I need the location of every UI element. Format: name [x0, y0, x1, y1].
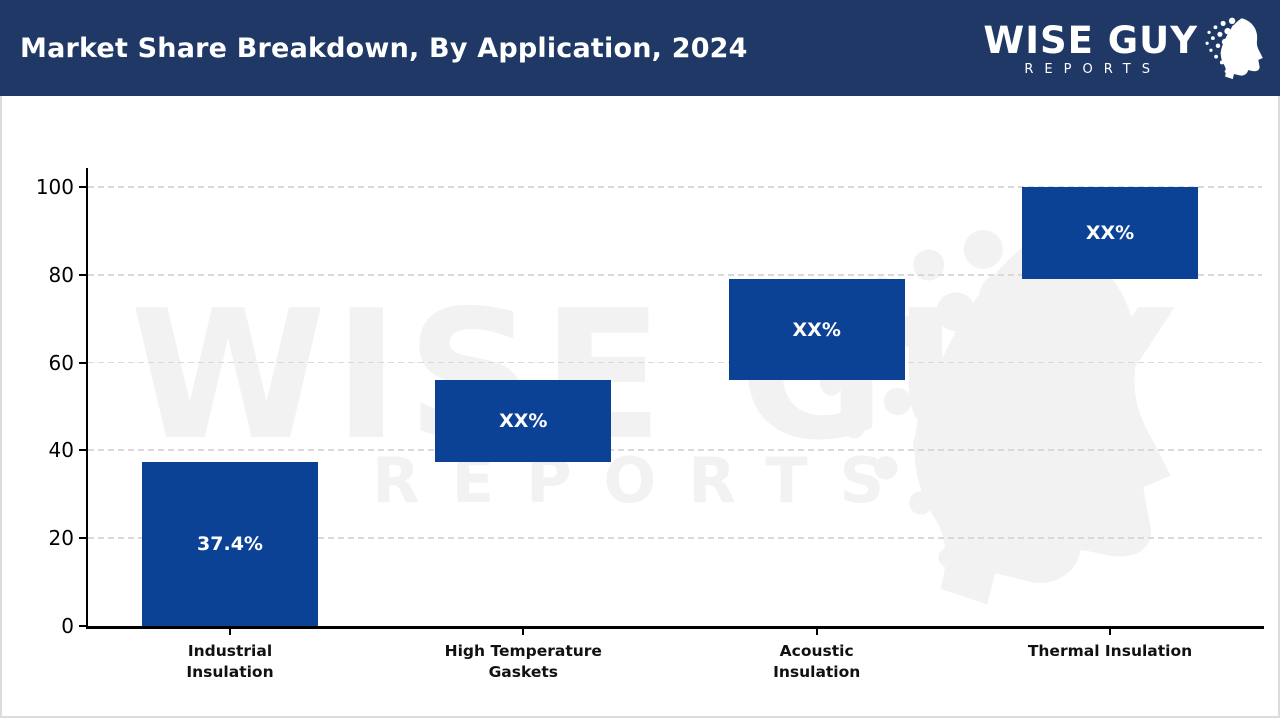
gridline — [88, 361, 1262, 364]
x-axis-tick — [522, 628, 525, 635]
x-category-line: Insulation — [773, 663, 861, 681]
brand-subtitle: REPORTS — [1024, 62, 1161, 77]
x-axis-tick — [815, 628, 818, 635]
gridline — [88, 537, 1262, 539]
y-axis-tick — [79, 449, 88, 452]
x-axis-tick — [1109, 628, 1111, 635]
y-axis-tick — [79, 361, 88, 364]
x-category-line: Acoustic — [779, 642, 854, 660]
bar-segment: 37.4% — [142, 461, 318, 626]
x-category-label: Industrial Insulation — [110, 641, 350, 683]
page-title: Market Share Breakdown, By Application, … — [20, 32, 748, 64]
card-border-left — [0, 96, 2, 718]
y-axis-tick — [79, 186, 88, 188]
y-tick-label: 100 — [35, 175, 74, 199]
x-category-label: High Temperature Gaskets — [403, 641, 643, 683]
x-category-line: Thermal Insulation — [1027, 642, 1193, 660]
gridline — [88, 449, 1262, 452]
x-category-line: Insulation — [186, 663, 274, 681]
y-axis-spine — [86, 168, 88, 628]
bar-segment: XX% — [728, 279, 905, 381]
brand-name: WISE GUY — [983, 19, 1198, 62]
card-border-right — [1278, 96, 1280, 718]
y-axis-tick — [79, 625, 88, 627]
y-axis-tick — [79, 273, 88, 276]
x-axis-spine — [86, 626, 1264, 629]
y-tick-label: 60 — [48, 350, 74, 375]
bar-segment: XX% — [435, 380, 612, 462]
bar-value-label: XX% — [1085, 222, 1135, 245]
brand-wordmark: WISE GUY REPORTS — [983, 22, 1198, 76]
x-category-line: High Temperature — [444, 642, 602, 660]
x-axis-tick — [229, 628, 231, 635]
y-tick-label: 0 — [61, 614, 74, 638]
bar-value-label: XX% — [499, 409, 548, 432]
bar-value-label: 37.4% — [197, 532, 263, 555]
x-category-label: Thermal Insulation — [990, 641, 1230, 662]
y-tick-label: 40 — [48, 438, 74, 463]
gridline — [88, 273, 1262, 276]
gridline — [88, 186, 1262, 188]
y-axis-tick — [79, 537, 88, 540]
bar-value-label: XX% — [792, 318, 841, 341]
bar-segment: XX% — [1022, 187, 1198, 280]
header-bar: Market Share Breakdown, By Application, … — [0, 0, 1280, 96]
x-category-label: Acoustic Insulation — [697, 641, 937, 683]
watermark: WISE GUY REPORTS — [0, 96, 1280, 716]
x-category-line: Industrial — [187, 642, 273, 660]
brand-logo: WISE GUY REPORTS — [983, 10, 1266, 88]
x-category-line: Gaskets — [488, 663, 559, 681]
wiseguy-head-icon — [1205, 17, 1263, 80]
card-border-bottom — [0, 716, 1280, 718]
y-tick-label: 80 — [48, 262, 74, 287]
y-tick-label: 20 — [48, 526, 74, 551]
